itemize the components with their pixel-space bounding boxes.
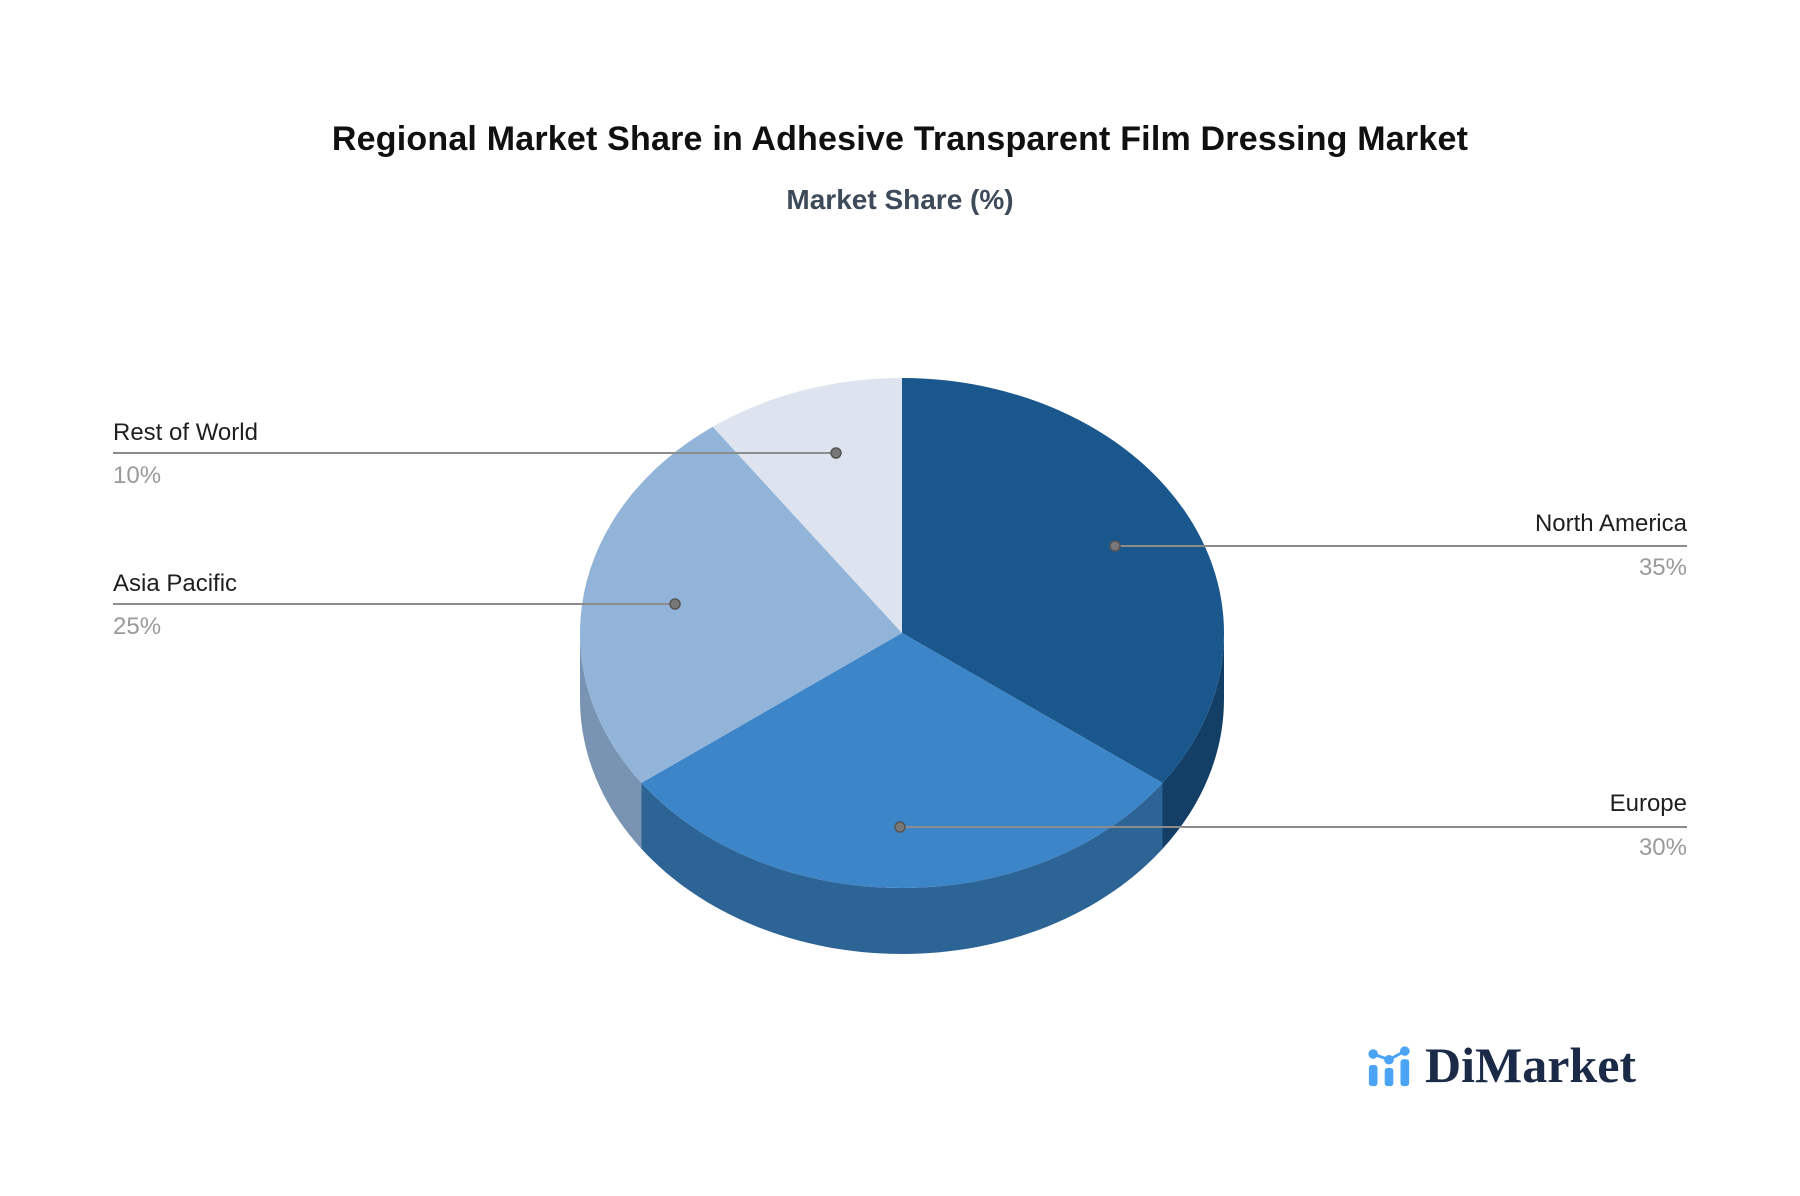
chart-title: Regional Market Share in Adhesive Transp… (331, 120, 1469, 158)
label-north-america: North America (1534, 510, 1687, 537)
label-asia-pacific: Asia Pacific (113, 570, 238, 597)
leader-dot (669, 598, 681, 610)
leader-dot (1109, 540, 1121, 552)
logo: DiMarket (1366, 1040, 1636, 1090)
leader-dot (830, 447, 842, 459)
label-rest-of-world: Rest of World (113, 419, 258, 446)
pie-slice-europe (641, 633, 1163, 888)
chart-subtitle: Market Share (%) (786, 184, 1014, 215)
bar-line-chart-icon (1368, 1046, 1410, 1087)
value-rest-of-world: 10% (113, 462, 162, 489)
value-europe: 30% (1638, 834, 1687, 861)
pie-slice-side-europe (641, 782, 1163, 954)
leader-dot (894, 821, 906, 833)
value-asia-pacific: 25% (113, 613, 162, 640)
label-europe: Europe (1609, 790, 1687, 817)
pie-slice-asia-pacific (580, 426, 902, 783)
value-north-america: 35% (1638, 554, 1687, 581)
pie-slice-side-north-america (1162, 633, 1224, 849)
logo-text: DiMarket (1425, 1037, 1637, 1093)
pie-slice-side-asia-pacific (580, 633, 642, 849)
pie-slice-north-america (902, 378, 1224, 783)
pie-slice-rest-of-world (712, 378, 902, 633)
